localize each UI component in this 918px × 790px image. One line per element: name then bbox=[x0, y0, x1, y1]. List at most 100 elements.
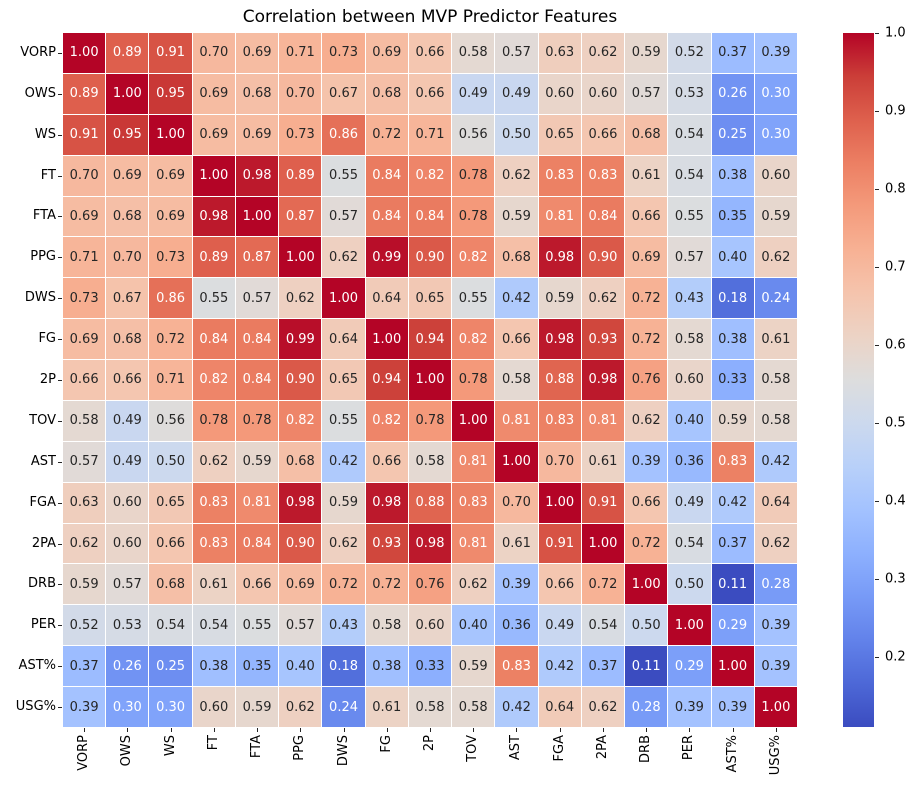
heatmap-cell-AST%-DWS: 0.18 bbox=[322, 646, 365, 687]
y-tick-mark bbox=[58, 93, 62, 95]
y-tick-mark bbox=[58, 257, 62, 259]
y-tick-label-FG: FG bbox=[38, 331, 56, 347]
heatmap-cell-AST-FT: 0.62 bbox=[192, 441, 235, 482]
heatmap-cell-FGA-TOV: 0.83 bbox=[452, 482, 495, 523]
heatmap-cell-WS-FG: 0.72 bbox=[365, 114, 408, 155]
colorbar-tick-mark bbox=[875, 266, 879, 268]
heatmap-cell-2P-PER: 0.60 bbox=[668, 360, 711, 400]
heatmap-cell-2P-FGA: 0.88 bbox=[538, 360, 581, 400]
heatmap-cell-OWS-2PA: 0.60 bbox=[581, 73, 625, 114]
heatmap-cell-FGA-PER: 0.49 bbox=[668, 482, 711, 523]
y-tick-label-AST%: AST% bbox=[18, 658, 56, 674]
colorbar-tick-label-0.2: 0.2 bbox=[885, 649, 906, 665]
heatmap-cell-OWS-VORP: 0.89 bbox=[63, 73, 106, 114]
heatmap-cell-FGA-DRB: 0.66 bbox=[625, 482, 668, 523]
x-tick-mark bbox=[516, 728, 518, 732]
heatmap-cell-PPG-FGA: 0.98 bbox=[538, 237, 581, 278]
x-tick-mark bbox=[646, 728, 648, 732]
heatmap-cell-WS-DRB: 0.68 bbox=[625, 114, 668, 155]
x-tick-label-FG: FG bbox=[378, 735, 394, 753]
heatmap-cell-FGA-2PA: 0.91 bbox=[581, 482, 625, 523]
heatmap-cell-DWS-USG%: 0.24 bbox=[754, 278, 797, 319]
y-tick-mark bbox=[58, 339, 62, 341]
heatmap-cell-FTA-PPG: 0.87 bbox=[279, 196, 322, 237]
y-tick-mark bbox=[58, 380, 62, 381]
heatmap-cell-WS-TOV: 0.56 bbox=[452, 114, 495, 155]
heatmap-cell-USG%-TOV: 0.58 bbox=[452, 687, 495, 727]
y-tick-label-OWS: OWS bbox=[24, 85, 56, 101]
heatmap-cell-PER-DWS: 0.43 bbox=[322, 605, 365, 646]
heatmap-cell-AST-2P: 0.58 bbox=[408, 441, 452, 482]
x-tick-label-FT: FT bbox=[205, 735, 221, 751]
heatmap-cell-2PA-DRB: 0.72 bbox=[625, 523, 668, 564]
colorbar-tick-mark bbox=[875, 344, 879, 346]
heatmap-cell-AST%-FT: 0.38 bbox=[192, 646, 235, 687]
heatmap-cell-AST-VORP: 0.57 bbox=[63, 441, 106, 482]
heatmap-cell-PER-VORP: 0.52 bbox=[63, 605, 106, 646]
heatmap-cell-FTA-FG: 0.84 bbox=[365, 196, 408, 237]
heatmap-cell-VORP-FTA: 0.69 bbox=[235, 33, 279, 73]
y-tick-mark bbox=[58, 52, 62, 54]
heatmap-cell-TOV-AST%: 0.59 bbox=[711, 400, 754, 441]
colorbar-tick-mark bbox=[875, 110, 879, 112]
x-tick-mark bbox=[430, 728, 431, 732]
colorbar-tick-label-0.9: 0.9 bbox=[885, 103, 906, 119]
y-tick-mark bbox=[58, 175, 62, 177]
heatmap-cell-USG%-AST%: 0.39 bbox=[711, 687, 754, 727]
heatmap-cell-2P-USG%: 0.58 bbox=[754, 360, 797, 400]
heatmap-cell-FTA-FTA: 1.00 bbox=[235, 196, 279, 237]
heatmap-cell-AST%-AST: 0.83 bbox=[495, 646, 538, 687]
heatmap-cell-WS-DWS: 0.86 bbox=[322, 114, 365, 155]
heatmap-cell-DRB-TOV: 0.62 bbox=[452, 564, 495, 605]
colorbar-tick-label-0.4: 0.4 bbox=[885, 493, 906, 509]
heatmap-cell-FG-FG: 1.00 bbox=[365, 319, 408, 360]
x-tick-mark bbox=[473, 728, 475, 732]
heatmap-cell-USG%-FT: 0.60 bbox=[192, 687, 235, 727]
y-tick-mark bbox=[58, 134, 62, 136]
heatmap-cell-2PA-FTA: 0.84 bbox=[235, 523, 279, 564]
heatmap-cell-FG-2P: 0.94 bbox=[408, 319, 452, 360]
heatmap-cell-WS-USG%: 0.30 bbox=[754, 114, 797, 155]
heatmap-cell-FG-OWS: 0.68 bbox=[106, 319, 149, 360]
heatmap-cell-2PA-DWS: 0.62 bbox=[322, 523, 365, 564]
y-tick-label-DWS: DWS bbox=[24, 290, 56, 306]
heatmap-cell-OWS-PER: 0.53 bbox=[668, 73, 711, 114]
heatmap-cell-FTA-AST: 0.59 bbox=[495, 196, 538, 237]
heatmap-cell-AST%-VORP: 0.37 bbox=[63, 646, 106, 687]
heatmap-cell-TOV-FTA: 0.78 bbox=[235, 400, 279, 441]
heatmap-cell-USG%-DWS: 0.24 bbox=[322, 687, 365, 727]
heatmap-cell-USG%-2P: 0.58 bbox=[408, 687, 452, 727]
heatmap-cell-FGA-OWS: 0.60 bbox=[106, 482, 149, 523]
heatmap-cell-2P-AST: 0.58 bbox=[495, 360, 538, 400]
heatmap-cell-DWS-DRB: 0.72 bbox=[625, 278, 668, 319]
heatmap-cell-2P-TOV: 0.78 bbox=[452, 360, 495, 400]
heatmap-cell-VORP-FG: 0.69 bbox=[365, 33, 408, 73]
heatmap-cell-DWS-OWS: 0.67 bbox=[106, 278, 149, 319]
heatmap-cell-FT-TOV: 0.78 bbox=[452, 155, 495, 196]
heatmap-cell-OWS-AST%: 0.26 bbox=[711, 73, 754, 114]
heatmap-cell-AST-OWS: 0.49 bbox=[106, 441, 149, 482]
heatmap-cell-PPG-2PA: 0.90 bbox=[581, 237, 625, 278]
y-tick-mark bbox=[58, 584, 62, 586]
x-tick-label-PPG: PPG bbox=[292, 735, 308, 761]
heatmap-cell-DRB-DWS: 0.72 bbox=[322, 564, 365, 605]
heatmap-cell-FTA-AST%: 0.35 bbox=[711, 196, 754, 237]
heatmap-cell-PPG-USG%: 0.62 bbox=[754, 237, 797, 278]
x-tick-label-TOV: TOV bbox=[465, 735, 481, 762]
heatmap-cell-USG%-FGA: 0.64 bbox=[538, 687, 581, 727]
heatmap-cell-2P-FT: 0.82 bbox=[192, 360, 235, 400]
heatmap-cell-FT-PPG: 0.89 bbox=[279, 155, 322, 196]
heatmap-cell-WS-FGA: 0.65 bbox=[538, 114, 581, 155]
heatmap-cell-DRB-AST: 0.39 bbox=[495, 564, 538, 605]
heatmap-cell-DWS-AST%: 0.18 bbox=[711, 278, 754, 319]
chart-title: Correlation between MVP Predictor Featur… bbox=[242, 7, 618, 27]
heatmap-cell-FG-DRB: 0.72 bbox=[625, 319, 668, 360]
heatmap-cell-AST%-2P: 0.33 bbox=[408, 646, 452, 687]
heatmap-cell-OWS-PPG: 0.70 bbox=[279, 73, 322, 114]
x-tick-mark bbox=[602, 728, 604, 732]
heatmap-cell-PPG-FT: 0.89 bbox=[192, 237, 235, 278]
heatmap-cell-DRB-USG%: 0.28 bbox=[754, 564, 797, 605]
heatmap-cell-DRB-2P: 0.76 bbox=[408, 564, 452, 605]
heatmap-cell-TOV-FT: 0.78 bbox=[192, 400, 235, 441]
heatmap-cell-2PA-FGA: 0.91 bbox=[538, 523, 581, 564]
